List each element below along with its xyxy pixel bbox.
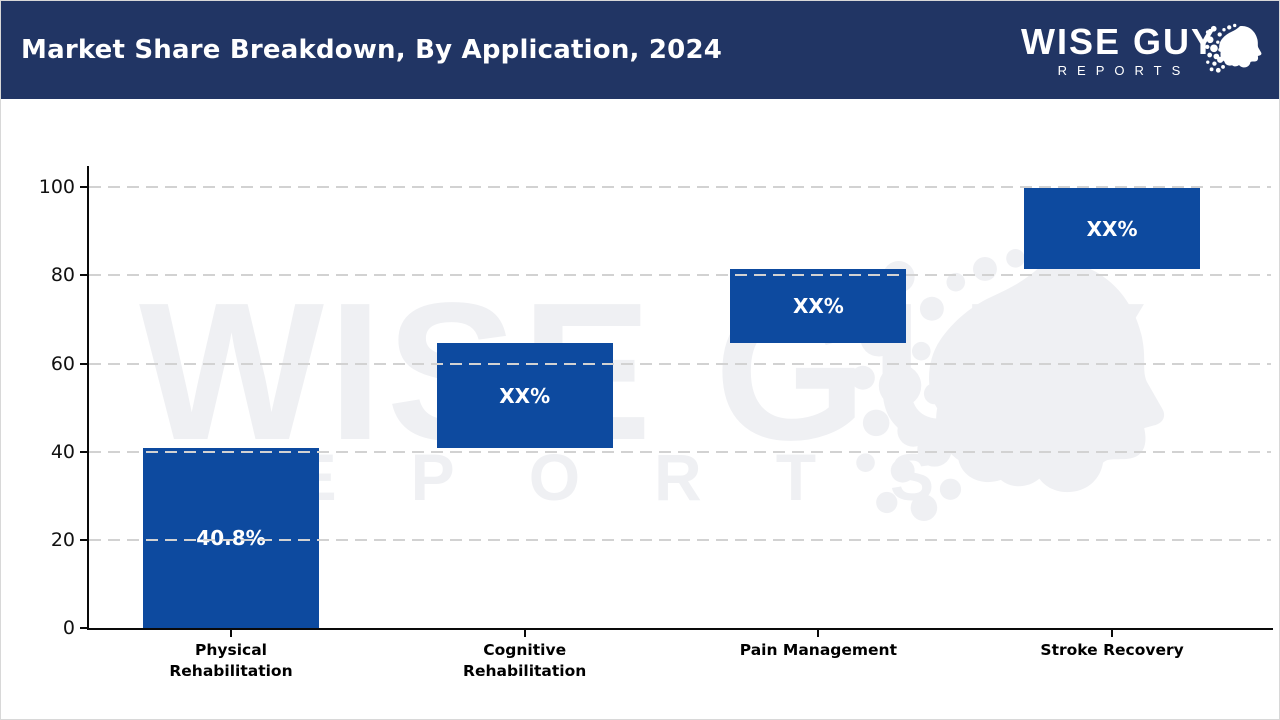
bar-value-label: XX%: [792, 294, 844, 319]
x-tick-mark: [817, 630, 820, 637]
chart-title: Market Share Breakdown, By Application, …: [21, 35, 723, 65]
logo-subtitle: REPORTS: [1057, 62, 1191, 78]
y-tick-mark: [80, 274, 88, 277]
gridline: [89, 274, 1271, 277]
bar-value-label: 40.8%: [196, 526, 266, 551]
y-tick-mark: [80, 186, 88, 189]
logo-brand: WISE GUY: [1020, 20, 1217, 62]
x-axis-category-label: Cognitive Rehabilitation: [385, 640, 665, 682]
bar-cognitive-rehabilitation: XX%: [436, 343, 613, 449]
gridline: [89, 538, 1271, 541]
bar-physical-rehabilitation: 40.8%: [143, 448, 319, 628]
logo: WISE GUY REPORTS: [1021, 10, 1279, 90]
x-tick-mark: [230, 630, 232, 637]
x-axis-label-line: Pain Management: [739, 641, 898, 659]
y-tick-label: 20: [50, 528, 75, 551]
y-tick-label: 40: [50, 440, 75, 463]
y-tick-mark: [80, 450, 88, 453]
x-axis-label-line: Stroke Recovery: [1040, 641, 1184, 659]
y-tick-label: 100: [38, 176, 75, 199]
y-tick-label: 80: [50, 264, 75, 287]
y-tick-label: 60: [50, 352, 75, 375]
bar-pain-management: XX%: [730, 269, 907, 344]
x-axis-label-line: Cognitive: [483, 641, 567, 659]
x-axis-label-line: Rehabilitation: [463, 662, 587, 680]
y-tick-mark: [80, 627, 88, 629]
x-axis-label-line: Physical: [195, 641, 267, 659]
logo-head-icon: [1203, 10, 1265, 90]
x-axis-category-label: Pain Management: [678, 640, 958, 661]
y-tick-mark: [80, 362, 88, 365]
x-axis-category-label: Stroke Recovery: [972, 640, 1252, 661]
logo-text: WISE GUY REPORTS: [1020, 20, 1217, 78]
bar-value-label: XX%: [1086, 216, 1138, 241]
x-axis-label-line: Rehabilitation: [169, 662, 293, 680]
gridline: [89, 362, 1271, 365]
bar-stroke-recovery: XX%: [1024, 188, 1201, 270]
bar-value-label: XX%: [499, 383, 551, 408]
x-tick-mark: [523, 630, 526, 637]
x-axis-category-label: Physical Rehabilitation: [91, 640, 371, 682]
y-tick-label: 0: [62, 617, 75, 639]
y-tick-mark: [80, 538, 88, 541]
y-axis-line: [87, 166, 89, 630]
x-axis-line: [87, 628, 1273, 630]
gridline: [89, 450, 1271, 453]
x-tick-mark: [1111, 630, 1114, 637]
gridline: [89, 186, 1271, 189]
header: Market Share Breakdown, By Application, …: [1, 1, 1279, 99]
